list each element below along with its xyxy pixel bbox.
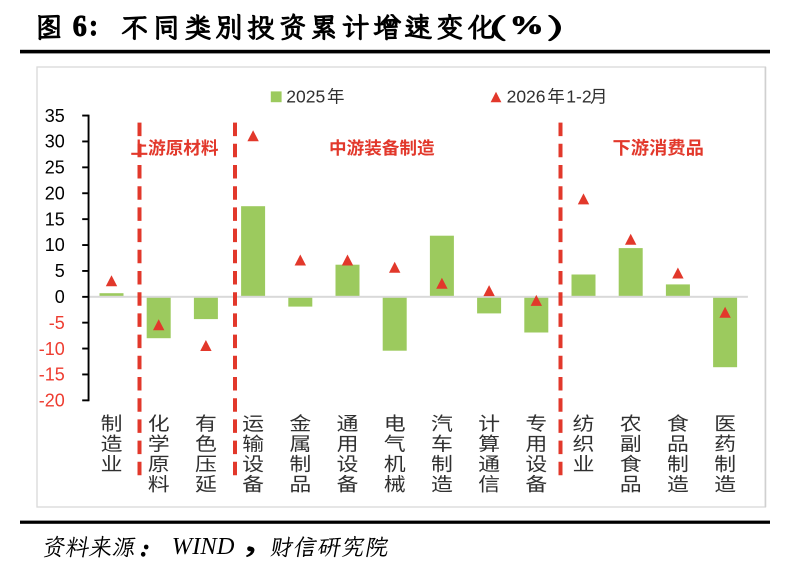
svg-text:25: 25 xyxy=(45,158,65,178)
svg-text:-5: -5 xyxy=(49,313,65,333)
svg-text:1-2: 1-2 xyxy=(566,87,591,107)
svg-text:10: 10 xyxy=(45,235,65,255)
svg-text:5: 5 xyxy=(55,261,65,281)
svg-text:35: 35 xyxy=(45,106,65,126)
svg-text:15: 15 xyxy=(45,209,65,229)
svg-text:2025: 2025 xyxy=(286,87,325,107)
svg-text:30: 30 xyxy=(45,132,65,152)
svg-text:WIND: WIND xyxy=(172,533,235,560)
svg-text:20: 20 xyxy=(45,183,65,203)
svg-text:2026: 2026 xyxy=(507,87,546,107)
svg-text:-10: -10 xyxy=(39,339,65,359)
svg-text:-15: -15 xyxy=(39,365,65,385)
svg-text:0: 0 xyxy=(55,287,65,307)
svg-text:-20: -20 xyxy=(39,391,65,411)
